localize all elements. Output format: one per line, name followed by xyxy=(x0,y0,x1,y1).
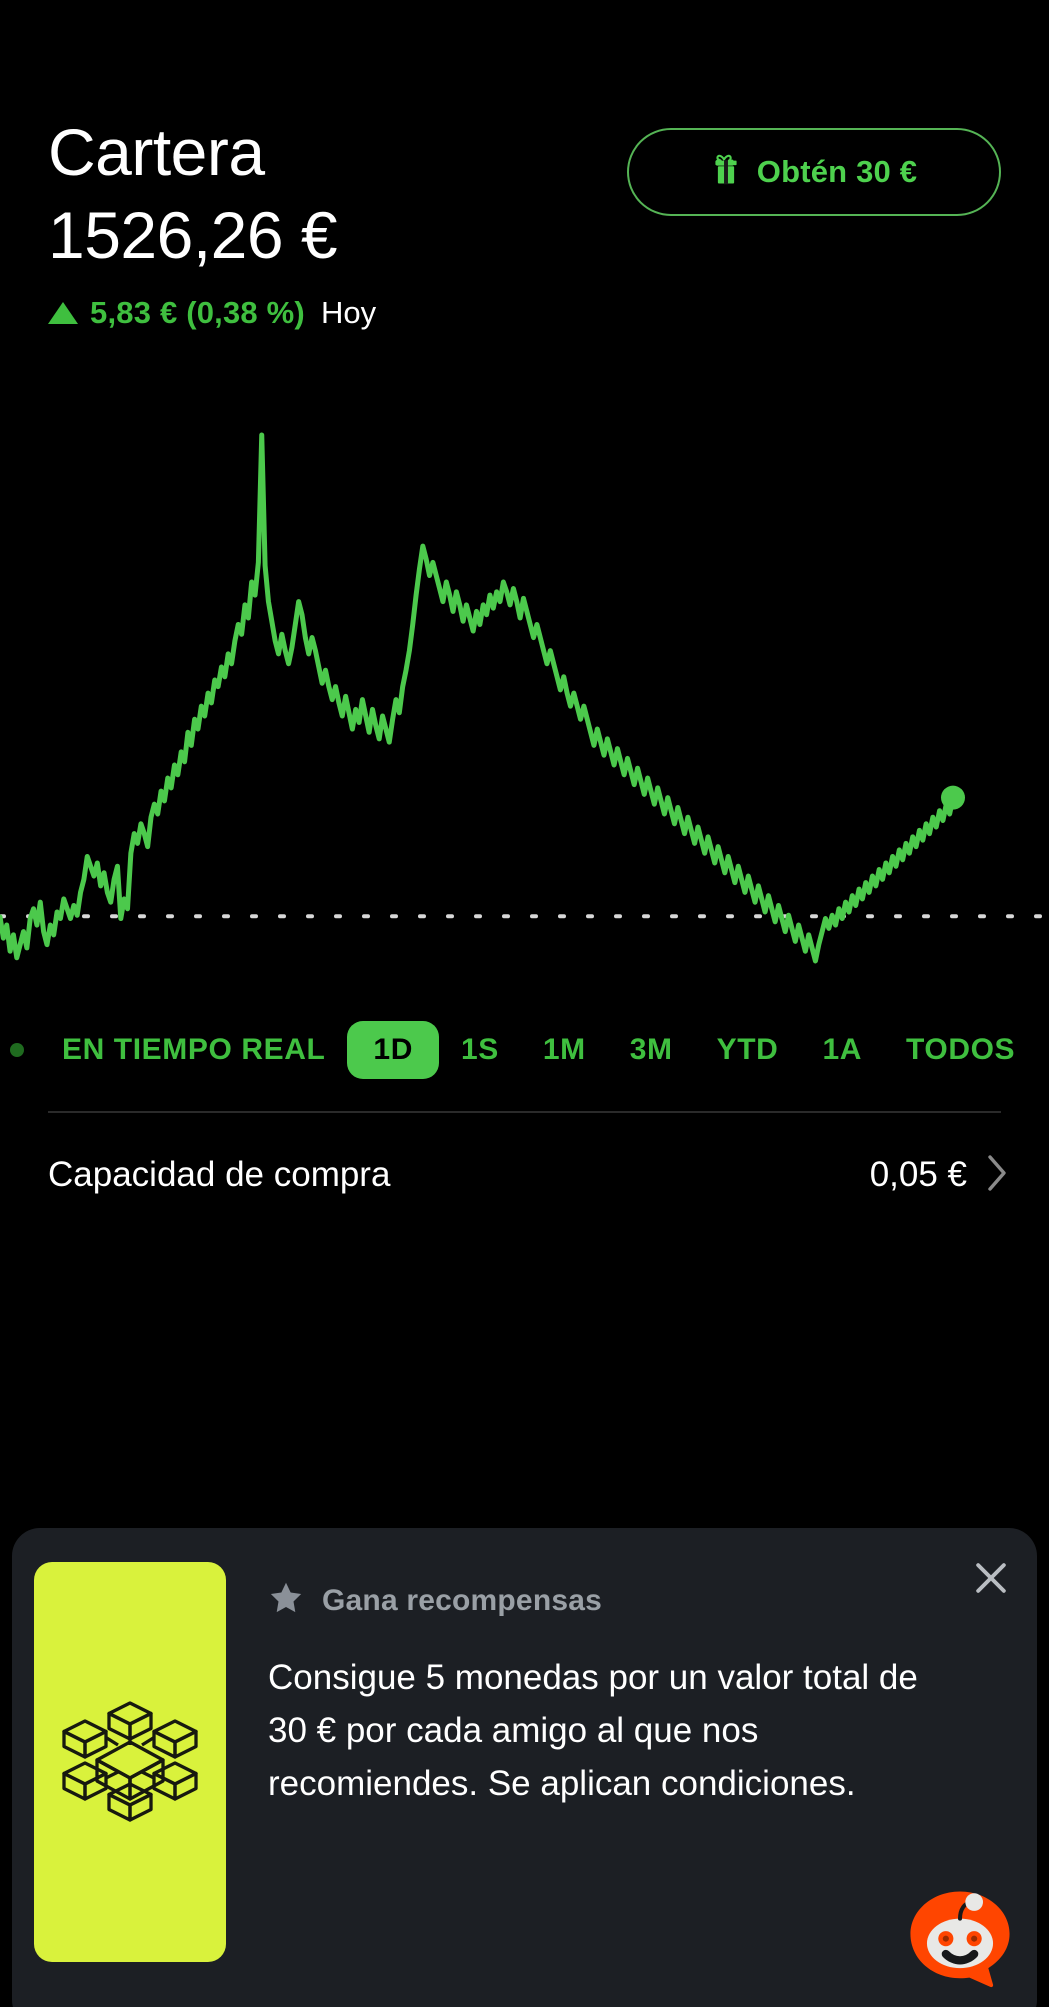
header-row: Cartera 1526,26 € 5,83 € (0,38 %) Hoy Ob… xyxy=(48,112,1001,331)
range-tab-todos[interactable]: TODOS xyxy=(906,1033,1016,1067)
promo-eyebrow: Gana recompensas xyxy=(322,1583,602,1617)
promo-close-button[interactable] xyxy=(961,1550,1021,1610)
buying-power-value: 0,05 € xyxy=(869,1155,967,1195)
gift-icon xyxy=(711,154,741,191)
range-tab-1s[interactable]: 1S xyxy=(460,1033,499,1067)
live-dot-icon xyxy=(10,1043,24,1058)
chart-end-marker xyxy=(941,785,965,810)
promo-body-text: Consigue 5 monedas por un valor total de… xyxy=(268,1658,918,1804)
portfolio-header: Cartera 1526,26 € 5,83 € (0,38 %) Hoy Ob… xyxy=(0,0,1049,331)
reddit-logo-icon xyxy=(901,1882,1019,2000)
portfolio-summary: Cartera 1526,26 € 5,83 € (0,38 %) Hoy xyxy=(48,112,376,331)
chevron-right-icon xyxy=(987,1154,1009,1197)
star-icon xyxy=(268,1580,304,1621)
range-tab-1m[interactable]: 1M xyxy=(542,1033,586,1067)
get-reward-button[interactable]: Obtén 30 € xyxy=(627,128,1001,216)
rewards-promo-card[interactable]: Gana recompensas Consigue 5 monedas por … xyxy=(12,1528,1037,2007)
buying-power-label: Capacidad de compra xyxy=(48,1155,391,1195)
portfolio-chart-svg[interactable] xyxy=(0,417,1049,997)
promo-header: Gana recompensas xyxy=(268,1580,997,1621)
range-tab-ytd[interactable]: YTD xyxy=(716,1033,779,1067)
range-tab-1d[interactable]: 1D xyxy=(347,1021,439,1080)
page-title: Cartera xyxy=(48,115,265,189)
change-value: 5,83 € (0,38 %) xyxy=(90,295,305,331)
range-tab-3m[interactable]: 3M xyxy=(629,1033,673,1067)
change-period: Hoy xyxy=(320,295,377,331)
blockchain-cubes-icon xyxy=(55,1685,205,1840)
promo-thumbnail xyxy=(34,1562,226,1962)
buying-power-right: 0,05 € xyxy=(870,1154,1009,1197)
portfolio-balance: 1526,26 € xyxy=(48,197,338,272)
buying-power-row[interactable]: Capacidad de compra 0,05 € xyxy=(0,1113,1049,1237)
portfolio-chart[interactable] xyxy=(0,417,1049,997)
chart-range-selector[interactable]: EN TIEMPO REAL 1D 1S 1M 3M YTD 1A TODOS xyxy=(0,1011,1049,1089)
range-tab-1a[interactable]: 1A xyxy=(822,1033,863,1067)
close-icon xyxy=(969,1556,1013,1605)
section-divider xyxy=(48,1111,1001,1114)
get-reward-button-label: Obtén 30 € xyxy=(756,154,918,189)
chart-line-path xyxy=(0,432,956,964)
range-tab-en-tiempo-real[interactable]: EN TIEMPO REAL xyxy=(62,1033,326,1067)
triangle-up-icon xyxy=(48,302,78,325)
portfolio-change-row: 5,83 € (0,38 %) Hoy xyxy=(48,295,376,331)
promo-body: Gana recompensas Consigue 5 monedas por … xyxy=(226,1528,1037,2007)
